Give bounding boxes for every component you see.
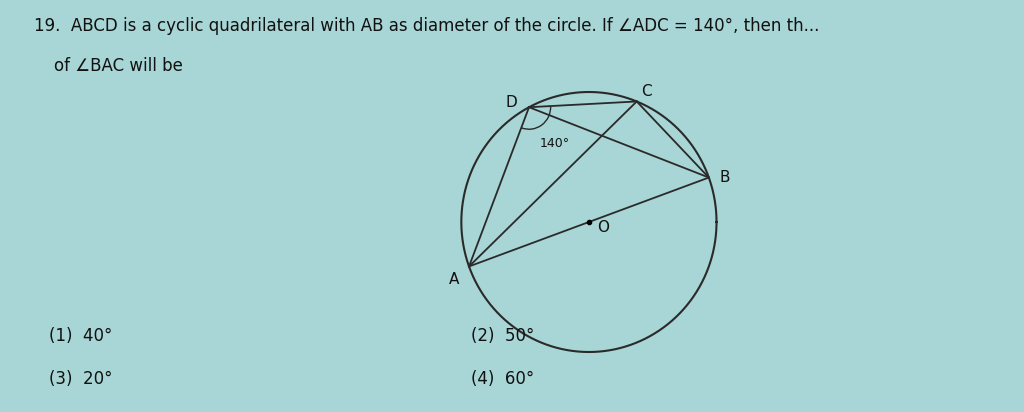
Text: (3)  20°: (3) 20° [49,370,113,388]
Text: C: C [641,84,652,99]
Text: (2)  50°: (2) 50° [471,327,535,345]
Text: of ∠BAC will be: of ∠BAC will be [54,57,183,75]
Text: (1)  40°: (1) 40° [49,327,113,345]
Text: O: O [597,220,608,234]
Text: 19.  ABCD is a cyclic quadrilateral with AB as diameter of the circle. If ∠ADC =: 19. ABCD is a cyclic quadrilateral with … [35,17,820,35]
Text: B: B [719,170,730,185]
Text: D: D [506,95,517,110]
Text: (4)  60°: (4) 60° [471,370,535,388]
Text: A: A [450,272,460,287]
Text: 140°: 140° [540,137,570,150]
